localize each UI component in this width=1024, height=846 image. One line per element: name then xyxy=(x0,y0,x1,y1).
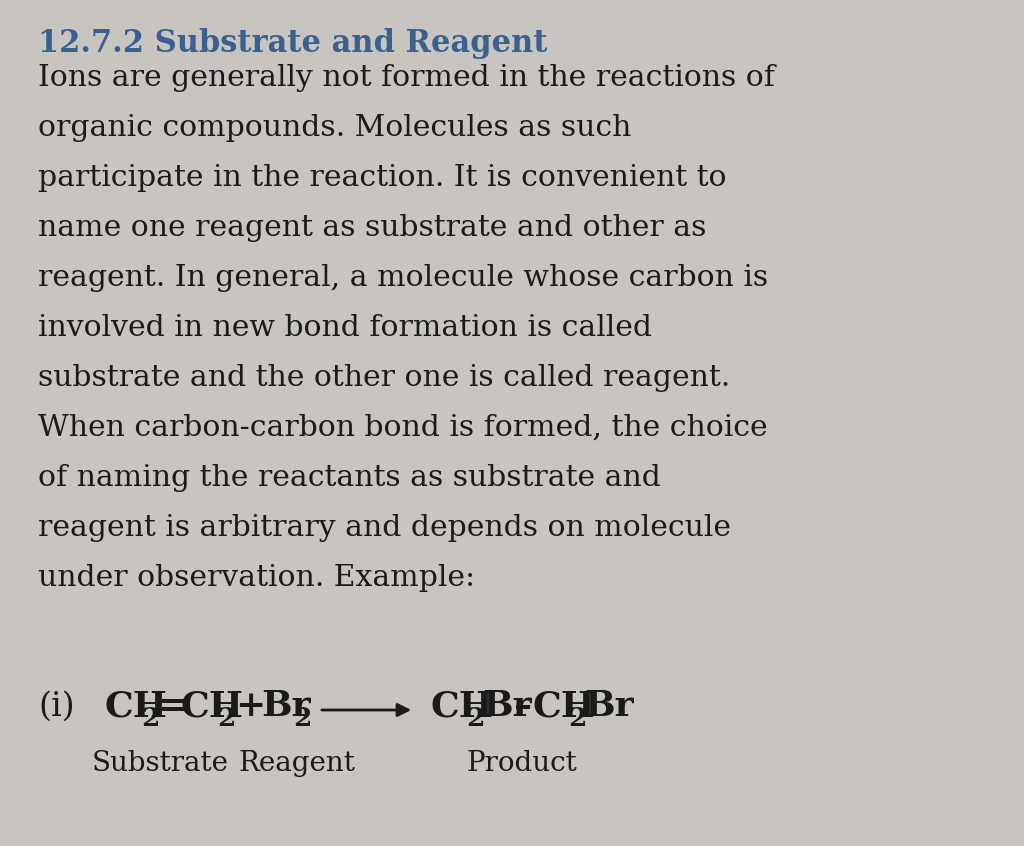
Text: under observation. Example:: under observation. Example: xyxy=(38,564,475,592)
Text: reagent. In general, a molecule whose carbon is: reagent. In general, a molecule whose ca… xyxy=(38,264,768,292)
Text: organic compounds. Molecules as such: organic compounds. Molecules as such xyxy=(38,114,632,142)
Text: Ions are generally not formed in the reactions of: Ions are generally not formed in the rea… xyxy=(38,64,775,92)
Text: CH: CH xyxy=(532,689,595,723)
Text: (i): (i) xyxy=(38,691,75,723)
Text: of naming the reactants as substrate and: of naming the reactants as substrate and xyxy=(38,464,660,492)
Text: CH: CH xyxy=(105,689,168,723)
Text: involved in new bond formation is called: involved in new bond formation is called xyxy=(38,314,652,342)
Text: Substrate: Substrate xyxy=(91,750,228,777)
Text: +: + xyxy=(234,689,265,723)
Text: Br: Br xyxy=(261,689,310,723)
Text: =: = xyxy=(157,689,187,723)
Text: –: – xyxy=(514,689,532,723)
Text: 2: 2 xyxy=(141,706,160,731)
Text: CH: CH xyxy=(430,689,493,723)
Text: Br: Br xyxy=(482,689,531,723)
Text: 2: 2 xyxy=(217,706,236,731)
Text: name one reagent as substrate and other as: name one reagent as substrate and other … xyxy=(38,214,707,242)
Text: 2: 2 xyxy=(466,706,484,731)
Text: substrate and the other one is called reagent.: substrate and the other one is called re… xyxy=(38,364,730,392)
Text: reagent is arbitrary and depends on molecule: reagent is arbitrary and depends on mole… xyxy=(38,514,731,542)
Text: Reagent: Reagent xyxy=(238,750,355,777)
Text: participate in the reaction. It is convenient to: participate in the reaction. It is conve… xyxy=(38,164,726,192)
Text: 12.7.2 Substrate and Reagent: 12.7.2 Substrate and Reagent xyxy=(38,28,548,59)
Text: 2: 2 xyxy=(568,706,587,731)
Text: Br: Br xyxy=(584,689,634,723)
Text: 2: 2 xyxy=(293,706,311,731)
Text: Product: Product xyxy=(467,750,578,777)
Text: CH: CH xyxy=(181,689,244,723)
Text: When carbon-carbon bond is formed, the choice: When carbon-carbon bond is formed, the c… xyxy=(38,414,768,442)
